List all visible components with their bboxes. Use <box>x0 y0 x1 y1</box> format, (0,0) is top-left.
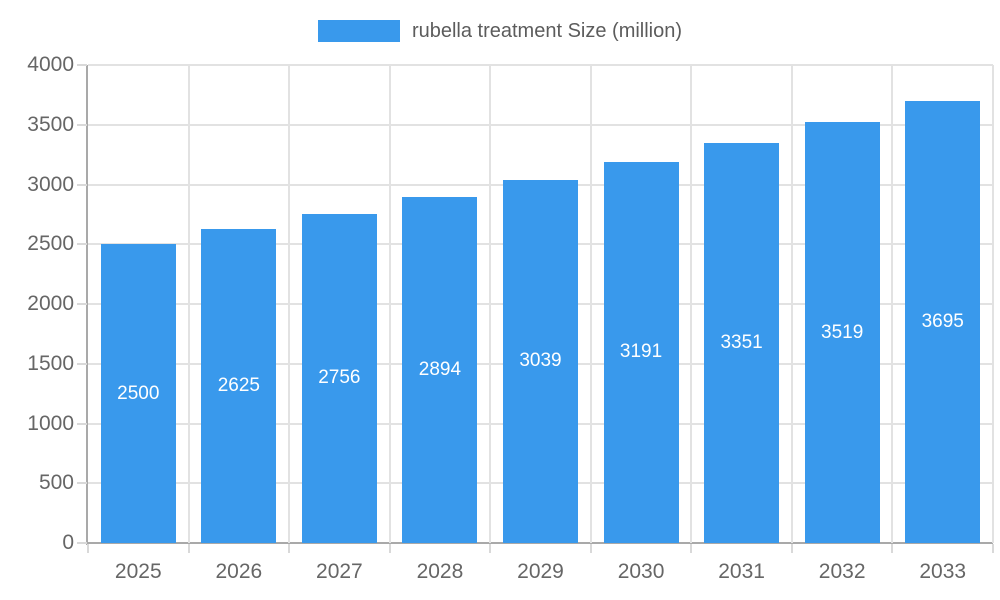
x-axis-tick-label: 2031 <box>718 560 765 583</box>
x-axis-tick-label: 2032 <box>818 560 866 583</box>
bar-value-label: 2625 <box>217 375 260 397</box>
y-gridline <box>88 64 993 66</box>
legend-label: rubella treatment Size (million) <box>411 19 683 42</box>
x-axis-tick-label: 2033 <box>919 560 967 583</box>
bar-value-label: 3519 <box>821 321 864 343</box>
bar[interactable]: 2500 <box>100 244 176 543</box>
y-axis-tick-label: 0 <box>62 531 74 554</box>
y-axis-tick-label: 2500 <box>27 232 74 256</box>
x-gridline <box>891 65 894 543</box>
y-tick <box>77 482 87 485</box>
y-tick <box>77 422 87 425</box>
y-axis-tick-label: 1000 <box>27 411 74 435</box>
y-axis-tick-label: 1500 <box>27 351 74 375</box>
y-axis-tick-label: 4000 <box>27 53 74 76</box>
bar[interactable]: 2625 <box>201 229 277 543</box>
bar-value-label: 3191 <box>619 341 663 363</box>
x-axis-tick-label: 2029 <box>517 560 564 583</box>
x-gridline <box>187 65 190 543</box>
bar[interactable]: 2756 <box>301 213 377 543</box>
x-axis-tick-label: 2030 <box>617 560 665 583</box>
x-gridline <box>489 65 492 543</box>
bar-value-label: 2894 <box>418 359 462 381</box>
x-tick <box>489 544 492 553</box>
x-tick <box>790 544 793 553</box>
bar-value-label: 3351 <box>720 331 763 353</box>
bar[interactable]: 3039 <box>503 179 578 543</box>
x-tick <box>992 544 994 553</box>
y-axis-line <box>86 65 88 545</box>
x-tick <box>589 544 592 553</box>
x-axis-tick-label: 2026 <box>215 560 263 583</box>
y-tick <box>77 243 87 246</box>
x-axis-tick-label: 2027 <box>316 560 363 583</box>
legend-swatch <box>317 20 400 42</box>
x-gridline <box>690 65 693 543</box>
x-axis-line <box>86 542 993 544</box>
bar[interactable]: 3519 <box>804 122 880 543</box>
x-tick <box>690 544 693 553</box>
x-tick <box>187 544 190 553</box>
bar-value-label: 3039 <box>519 350 562 372</box>
x-gridline <box>992 65 994 543</box>
y-tick <box>77 362 87 365</box>
plot-area: 2500 2625 2756 2894 3039 3191 3351 3519 3695 <box>88 64 994 543</box>
x-gridline <box>790 65 793 543</box>
bar-value-label: 2756 <box>318 367 361 389</box>
y-tick <box>77 183 87 186</box>
y-tick <box>77 123 87 126</box>
y-axis-tick-label: 3000 <box>27 172 74 196</box>
x-axis-tick-label: 2028 <box>416 560 464 583</box>
bar-value-label: 3695 <box>921 311 964 333</box>
y-axis-tick-label: 2000 <box>27 292 74 315</box>
y-tick <box>77 542 87 544</box>
x-tick <box>288 544 291 553</box>
y-axis-tick-label: 500 <box>38 471 74 495</box>
y-tick <box>77 64 87 66</box>
x-gridline <box>388 65 391 543</box>
x-gridline <box>589 65 592 543</box>
bar[interactable]: 3695 <box>905 101 981 543</box>
bar[interactable]: 3191 <box>603 161 679 543</box>
x-tick <box>388 544 391 553</box>
x-gridline <box>288 65 291 543</box>
legend: rubella treatment Size (million) <box>0 18 1000 44</box>
y-gridline <box>88 123 993 126</box>
y-tick <box>77 303 87 305</box>
bar[interactable]: 2894 <box>402 197 478 543</box>
bar[interactable]: 3351 <box>704 142 780 543</box>
y-axis-tick-label: 3500 <box>27 112 74 136</box>
bar-value-label: 2500 <box>117 382 160 404</box>
x-tick <box>891 544 894 553</box>
x-tick <box>87 544 89 553</box>
x-axis-tick-label: 2025 <box>114 560 162 583</box>
